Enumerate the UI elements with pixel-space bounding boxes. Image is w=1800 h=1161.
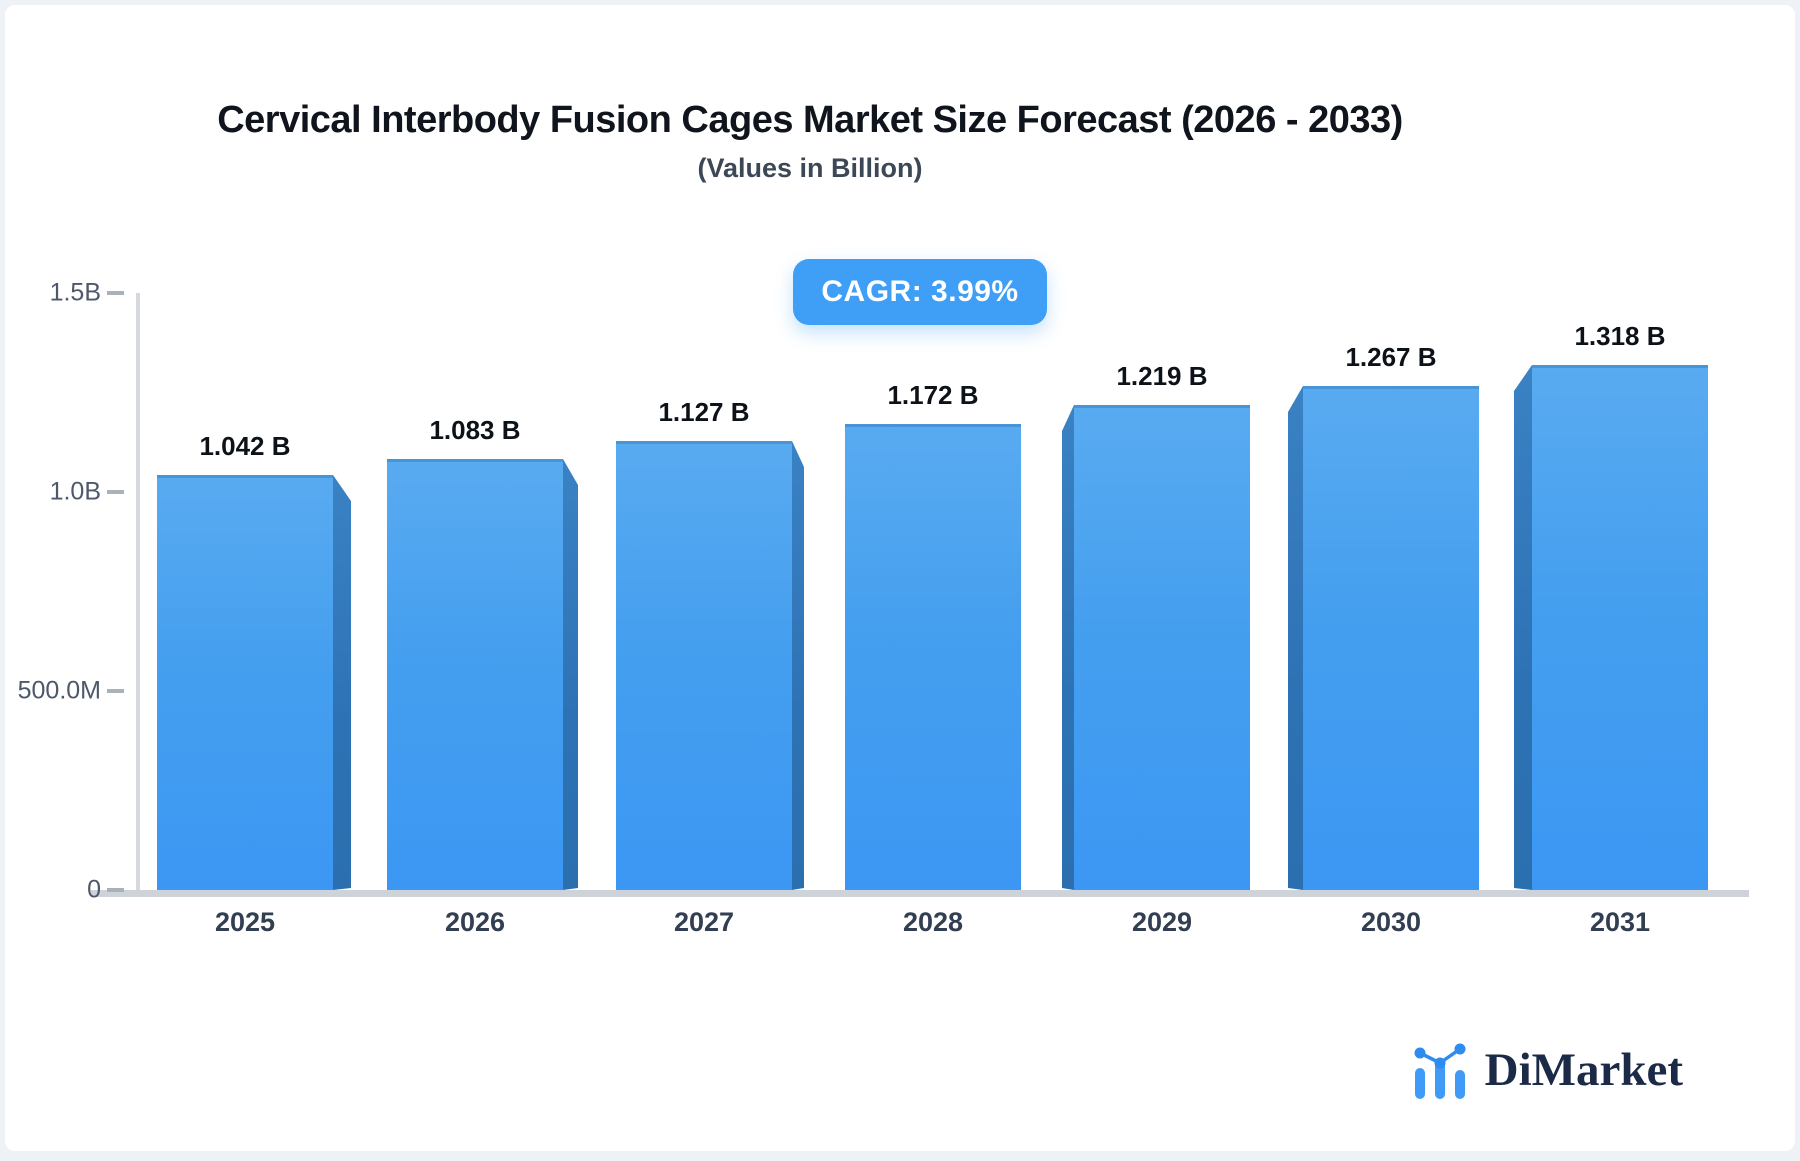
plot-area: 1.5B 1.0B 500.0M 0 1.042 B 2025 1.083 B 2026 1.… (5, 5, 1800, 1161)
bar-2025 (157, 475, 333, 890)
logo-text: DiMarket (1484, 1044, 1683, 1096)
y-tick-mark (107, 291, 124, 295)
x-axis-baseline (91, 890, 1749, 897)
bar-2028 (845, 424, 1021, 890)
x-axis-label-2025: 2025 (214, 907, 276, 937)
x-axis-label-2026: 2026 (444, 907, 506, 937)
bar-side-face (1288, 386, 1303, 890)
cagr-badge: CAGR: 3.99% (793, 259, 1047, 325)
chart-title: Cervical Interbody Fusion Cages Market S… (217, 99, 1403, 141)
bar-2031 (1532, 365, 1708, 890)
chart-card: Cervical Interbody Fusion Cages Market S… (5, 5, 1795, 1151)
x-axis-label-2027: 2027 (673, 907, 735, 937)
x-axis-label-2031: 2031 (1589, 907, 1651, 937)
y-tick-mark (107, 888, 124, 892)
bar-line-chart-icon (1414, 1043, 1466, 1099)
bar-value-label: 1.083 B (429, 415, 521, 445)
bar-value-label: 1.318 B (1574, 321, 1666, 351)
bar-2026 (387, 459, 563, 890)
y-tick-label: 1.5B (49, 278, 101, 307)
y-tick-label: 500.0M (17, 676, 101, 705)
bar-2029 (1074, 405, 1250, 890)
y-tick-label: 0 (87, 875, 101, 904)
x-axis-label-2030: 2030 (1360, 907, 1422, 937)
dimarket-logo: DiMarket (1411, 1039, 1683, 1101)
y-axis-line (136, 293, 140, 892)
bar-value-label: 1.042 B (199, 431, 291, 461)
chart-subtitle: (Values in Billion) (697, 153, 923, 183)
bar-2030 (1303, 386, 1479, 890)
bar-value-label: 1.127 B (658, 397, 750, 427)
bar-value-label: 1.172 B (887, 380, 979, 410)
bar-2027 (616, 441, 792, 890)
y-tick-mark (107, 689, 124, 693)
bar-side-face (1514, 365, 1532, 890)
x-axis-label-2029: 2029 (1131, 907, 1193, 937)
bar-side-face (333, 475, 351, 890)
bar-side-face (563, 459, 578, 890)
cagr-badge-label: CAGR: 3.99% (821, 275, 1019, 308)
y-tick-label: 1.0B (49, 477, 101, 506)
y-tick-mark (107, 490, 124, 494)
bar-value-label: 1.219 B (1116, 361, 1208, 391)
bar-side-face (792, 441, 804, 890)
x-axis-label-2028: 2028 (902, 907, 964, 937)
bar-value-label: 1.267 B (1345, 342, 1437, 372)
bar-side-face (1062, 405, 1074, 890)
